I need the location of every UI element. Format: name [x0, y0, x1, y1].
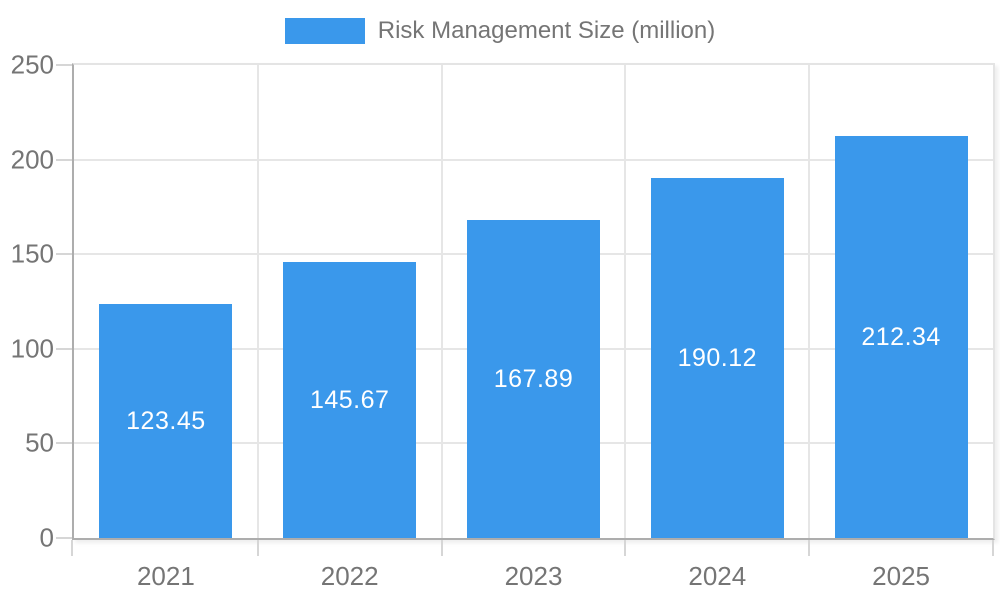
bar-2025[interactable]: 212.34	[834, 136, 968, 538]
y-axis-tick	[56, 442, 72, 445]
y-axis-label: 250	[10, 49, 54, 80]
bar-value-label: 167.89	[493, 364, 574, 393]
x-axis-tick	[440, 540, 443, 556]
y-axis-tick	[56, 347, 72, 350]
plot-area: 123.45 145.67 167.89 190.12 212.34	[72, 63, 995, 540]
bar-value-label: 145.67	[309, 385, 390, 414]
x-axis-tick	[71, 540, 73, 556]
gridline-vertical	[624, 65, 627, 538]
x-axis-tick	[992, 540, 994, 556]
gridline-horizontal	[74, 158, 993, 161]
gridline-vertical	[440, 65, 443, 538]
x-axis-tick	[256, 540, 259, 556]
bar-value-label: 190.12	[677, 343, 758, 372]
y-axis-tick	[56, 158, 72, 161]
bar-2021[interactable]: 123.45	[99, 304, 233, 538]
y-axis-tick	[56, 253, 72, 256]
bar-value-label: 123.45	[126, 406, 206, 435]
y-axis-label: 150	[10, 238, 54, 269]
y-axis-label: 0	[39, 522, 54, 553]
y-axis-label: 200	[10, 144, 54, 175]
x-axis-label: 2021	[136, 561, 195, 591]
bar-2023[interactable]: 167.89	[467, 220, 600, 538]
bar-value-label: 212.34	[861, 322, 941, 351]
gridline-vertical	[256, 65, 259, 538]
y-axis-tick	[56, 64, 72, 66]
y-axis-tick	[56, 537, 72, 539]
bar-2022[interactable]: 145.67	[283, 262, 417, 538]
x-axis-label: 2024	[688, 561, 747, 591]
legend[interactable]: Risk Management Size (million)	[0, 17, 1000, 45]
x-axis-tick	[624, 540, 627, 556]
x-axis-tick	[808, 540, 811, 556]
x-axis-label: 2025	[872, 561, 931, 591]
bar-2024[interactable]: 190.12	[650, 178, 784, 538]
y-axis-label: 50	[25, 427, 54, 458]
x-axis-label: 2023	[504, 561, 563, 591]
x-axis-label: 2022	[320, 561, 379, 591]
gridline-vertical	[808, 65, 811, 538]
y-axis-label: 100	[10, 333, 54, 364]
legend-swatch	[284, 18, 365, 44]
legend-label: Risk Management Size (million)	[377, 17, 716, 44]
